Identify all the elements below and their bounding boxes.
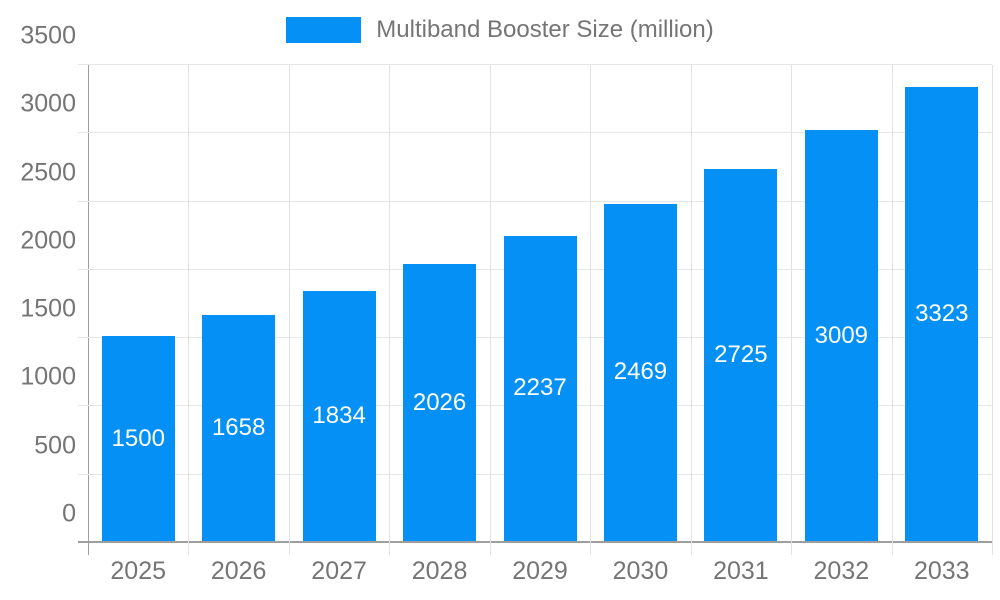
bar-2029[interactable]: 2237 [503, 235, 577, 541]
x-axis-tick-label: 2026 [210, 557, 267, 585]
bar-2027[interactable]: 1834 [302, 290, 376, 541]
y-axis-line [88, 65, 89, 555]
y-axis-tick-label: 1000 [20, 362, 76, 391]
x-gridline [288, 65, 290, 555]
x-axis-tick-label: 2028 [411, 557, 468, 585]
bar-2030[interactable]: 2469 [603, 203, 677, 541]
y-axis-tick-label: 1500 [20, 294, 76, 323]
bar-2028[interactable]: 2026 [403, 264, 477, 541]
x-axis-line [78, 541, 992, 543]
x-gridline [389, 65, 391, 555]
x-axis-tick-label: 2027 [311, 557, 367, 585]
x-axis-tick-label: 2033 [913, 557, 970, 585]
x-gridline [690, 65, 692, 555]
y-gridline [78, 132, 992, 134]
y-axis-tick-label: 3000 [20, 89, 76, 118]
bar-2026[interactable]: 1658 [202, 314, 276, 541]
x-axis-tick-label: 2029 [512, 557, 568, 585]
y-gridline [78, 200, 992, 202]
bar-2032[interactable]: 3009 [804, 130, 878, 541]
bar-value-label: 2237 [513, 374, 567, 402]
chart-legend: Multiband Booster Size (million) [0, 16, 1000, 44]
x-axis-tick-label: 2030 [612, 557, 669, 585]
bar-value-label: 2469 [613, 358, 668, 386]
bar-value-label: 3009 [814, 321, 869, 349]
y-gridline [78, 64, 992, 65]
legend-swatch [286, 17, 362, 43]
x-gridline [590, 65, 592, 555]
bar-value-label: 2725 [714, 340, 768, 368]
bar-value-label: 3323 [915, 300, 969, 328]
x-gridline [489, 65, 491, 555]
x-axis-tick-label: 2025 [110, 557, 167, 585]
x-gridline [891, 65, 893, 555]
bar-2031[interactable]: 2725 [704, 168, 778, 541]
y-axis-tick-label: 500 [34, 431, 76, 460]
x-gridline [188, 65, 190, 555]
bar-value-label: 1658 [211, 413, 266, 441]
bar-2033[interactable]: 3323 [905, 87, 979, 541]
y-axis-tick-label: 0 [62, 499, 76, 528]
x-axis-tick-label: 2032 [813, 557, 870, 585]
y-axis-tick-label: 2500 [20, 158, 76, 187]
bar-value-label: 2026 [412, 388, 467, 416]
y-axis-tick-label: 2000 [20, 226, 76, 255]
x-gridline [791, 65, 793, 555]
x-gridline [992, 65, 993, 555]
bar-2025[interactable]: 1500 [101, 336, 175, 541]
x-axis-tick-label: 2031 [713, 557, 769, 585]
legend-label: Multiband Booster Size (million) [376, 16, 714, 43]
plot-area: 0 500 1000 1500 2000 2500 3000 3500 1500 2025 1658… [20, 22, 993, 585]
bar-value-label: 1500 [111, 424, 165, 452]
y-axis-tick-label: 3500 [20, 21, 76, 50]
bar-value-label: 1834 [312, 401, 366, 429]
